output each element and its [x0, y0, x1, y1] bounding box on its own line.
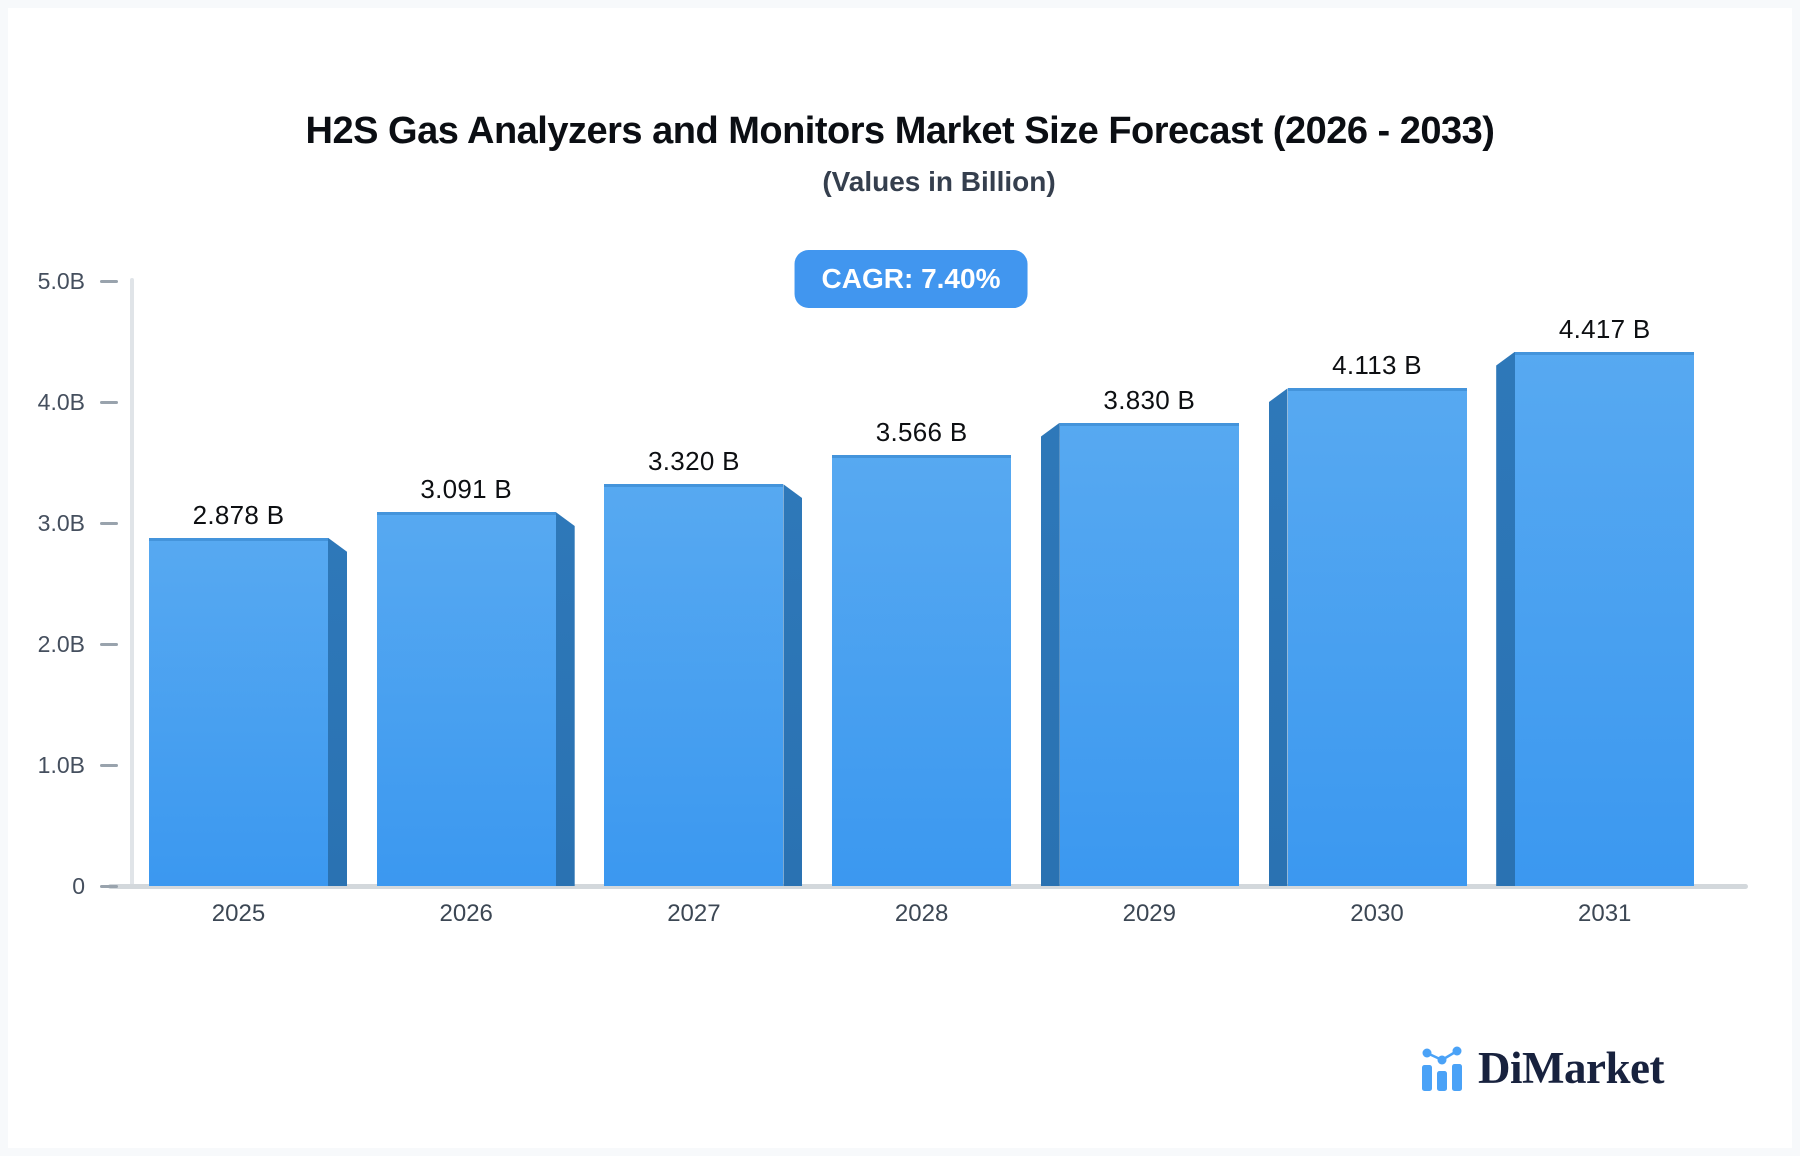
x-axis-label-2031: 2031 [1577, 900, 1632, 927]
x-axis-label-2030: 2030 [1350, 900, 1404, 927]
bar-2029 [1059, 422, 1239, 886]
y-axis-tick-mark [100, 521, 118, 525]
y-axis-tick-mark [100, 763, 118, 767]
bar-2028 [832, 454, 1012, 886]
bar-value-label: 4.113 B [1332, 350, 1422, 381]
y-axis-tick-label: 1.0B [37, 752, 85, 778]
y-axis-tick-label: 3.0B [37, 510, 85, 536]
y-axis-tick-mark [100, 642, 118, 646]
bar-2030 [1287, 388, 1467, 886]
bar-side-face [328, 537, 347, 886]
y-axis-tick-mark [100, 400, 118, 404]
y-axis-line [130, 278, 134, 886]
bar-side-face [1496, 351, 1516, 886]
bar-value-label: 4.417 B [1558, 313, 1651, 344]
y-axis-tick-mark [100, 884, 118, 888]
y-axis-tick-label: 0 [72, 873, 85, 899]
x-axis-label-2027: 2027 [667, 900, 721, 927]
y-axis-tick-label: 4.0B [37, 389, 85, 415]
bar-2025 [149, 537, 328, 886]
bar-value-label: 2.878 B [192, 499, 285, 530]
bar-side-face [1268, 388, 1288, 886]
y-axis-tick-label: 5.0B [37, 268, 85, 294]
bar-value-label: 3.566 B [875, 416, 968, 447]
x-axis-label-2026: 2026 [439, 900, 493, 927]
bar-value-label: 3.320 B [648, 446, 740, 477]
cagr-badge: CAGR: 7.40% [794, 250, 1028, 308]
bar-side-face [1040, 422, 1060, 886]
x-axis-label-2025: 2025 [211, 900, 266, 927]
bar-side-face [555, 511, 575, 886]
bar-value-label: 3.091 B [420, 473, 513, 504]
bar-2031 [1515, 351, 1695, 886]
x-axis-baseline [108, 884, 1748, 889]
dimarket-brand-text: DiMarket [1478, 1043, 1664, 1093]
y-axis-tick-label: 2.0B [37, 631, 85, 657]
x-axis-label-2028: 2028 [894, 900, 949, 927]
y-axis-tick-mark [100, 279, 118, 283]
bar-2026 [376, 511, 556, 886]
dimarket-watermark: DiMarket [1420, 1042, 1664, 1094]
chart-title: H2S Gas Analyzers and Monitors Market Si… [305, 110, 1495, 152]
bar-side-face [783, 484, 803, 886]
chart-subtitle: (Values in Billion) [822, 166, 1056, 197]
dimarket-bars-logo-icon [1422, 1046, 1462, 1091]
bar-value-label: 3.830 B [1103, 384, 1196, 415]
x-axis-label-2029: 2029 [1122, 900, 1176, 927]
bar-2027 [604, 484, 784, 886]
